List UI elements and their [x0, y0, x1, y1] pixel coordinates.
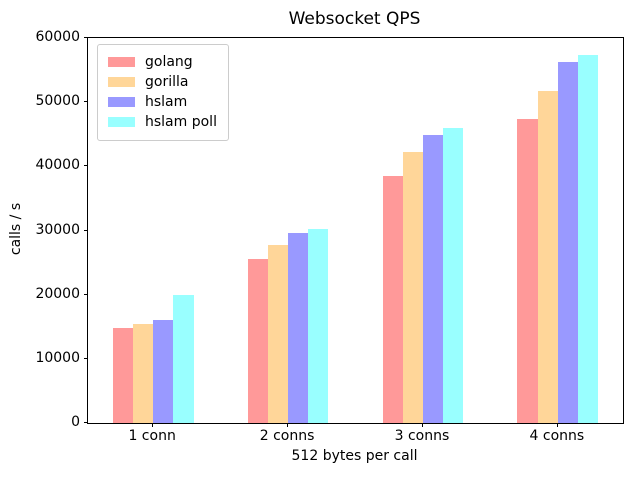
bar-hslam-4-conns — [557, 62, 579, 423]
bar-hslam-1-conn — [153, 319, 174, 423]
y-tick-mark — [84, 165, 88, 167]
x-tick-mark — [421, 423, 423, 427]
bar-hslam-2-conns — [288, 233, 309, 423]
bar-hslam-poll-3-conns — [443, 127, 464, 423]
legend: golang gorilla hslam hslam poll — [97, 44, 229, 141]
y-tick-mark — [84, 101, 88, 103]
legend-label: hslam poll — [145, 114, 217, 130]
y-tick-label: 40000 — [35, 157, 80, 174]
legend-swatch-icon — [108, 117, 135, 127]
legend-item-hslam: hslam — [108, 93, 217, 111]
bar-golang-1-conn — [112, 328, 133, 423]
x-tick-label: 2 conns — [259, 428, 315, 444]
y-tick-label: 10000 — [35, 349, 80, 366]
y-tick-mark — [84, 229, 88, 231]
legend-swatch-icon — [108, 57, 135, 67]
x-tick-label: 1 conn — [128, 428, 176, 444]
y-tick-mark — [84, 37, 88, 38]
x-axis-label: 512 bytes per call — [291, 448, 418, 464]
bar-gorilla-4-conns — [537, 90, 558, 423]
y-tick-label: 60000 — [35, 29, 80, 45]
legend-item-hslam-poll: hslam poll — [108, 113, 217, 131]
legend-item-gorilla: gorilla — [108, 73, 217, 91]
bar-hslam-poll-1-conn — [173, 295, 194, 423]
legend-label: gorilla — [145, 74, 189, 90]
bar-hslam-poll-4-conns — [578, 55, 599, 423]
bar-hslam-poll-2-conns — [308, 229, 329, 423]
x-tick-mark — [152, 423, 154, 427]
x-tick-label: 3 conns — [394, 428, 450, 444]
bar-golang-4-conns — [517, 118, 538, 423]
x-tick-mark — [287, 423, 289, 427]
plot-area: golang gorilla hslam hslam poll — [87, 37, 624, 424]
bar-golang-3-conns — [382, 175, 403, 423]
y-tick-mark — [84, 357, 88, 359]
y-tick-label: 30000 — [35, 221, 80, 238]
y-tick-label: 0 — [71, 414, 80, 430]
y-tick-mark — [84, 422, 88, 423]
chart-title: Websocket QPS — [288, 9, 421, 29]
legend-swatch-icon — [108, 77, 135, 87]
bar-gorilla-3-conns — [402, 152, 423, 423]
y-tick-label: 20000 — [35, 285, 80, 302]
bar-hslam-3-conns — [422, 134, 444, 423]
legend-label: golang — [145, 54, 193, 70]
legend-item-golang: golang — [108, 53, 217, 71]
x-tick-mark — [556, 423, 558, 427]
legend-label: hslam — [145, 94, 188, 110]
y-tick-label: 50000 — [35, 93, 80, 110]
legend-swatch-icon — [108, 97, 135, 107]
bar-golang-2-conns — [247, 259, 268, 423]
x-tick-label: 4 conns — [529, 428, 585, 444]
y-tick-mark — [84, 293, 88, 295]
bar-gorilla-2-conns — [267, 245, 289, 423]
bar-gorilla-1-conn — [132, 323, 154, 423]
